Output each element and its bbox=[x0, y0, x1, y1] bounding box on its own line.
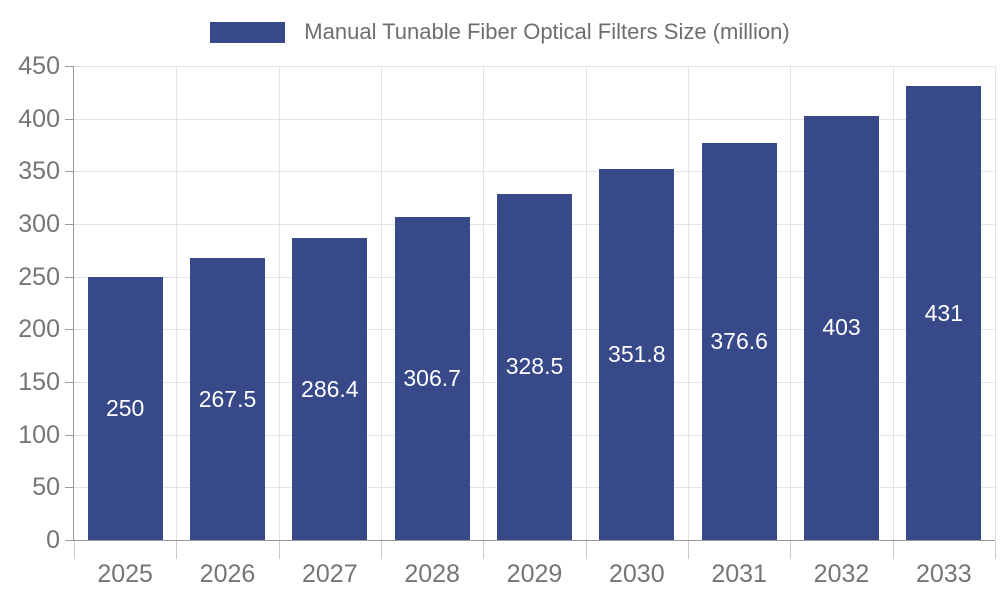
bar-2031: 376.6 bbox=[701, 143, 777, 540]
y-axis-tick bbox=[65, 540, 73, 541]
x-axis-label-2033: 2033 bbox=[916, 560, 972, 588]
v-gridline bbox=[995, 66, 996, 540]
legend-swatch bbox=[210, 21, 286, 43]
y-axis-tick bbox=[65, 382, 73, 383]
y-axis-tick bbox=[65, 224, 73, 225]
bar-2025: 250 bbox=[87, 276, 163, 540]
y-axis-tick-label: 350 bbox=[18, 157, 60, 186]
bar-value-label: 286.4 bbox=[301, 375, 359, 402]
bar-2026: 267.5 bbox=[190, 258, 265, 540]
bar-value-label: 250 bbox=[105, 394, 145, 421]
x-axis-tick bbox=[176, 541, 178, 559]
y-axis-tick-label: 50 bbox=[32, 473, 60, 502]
x-axis-label-2030: 2030 bbox=[609, 560, 665, 588]
bar-value-label: 306.7 bbox=[403, 364, 461, 391]
v-gridline bbox=[278, 66, 280, 540]
y-axis-tick-label: 150 bbox=[18, 368, 60, 396]
legend[interactable]: Manual Tunable Fiber Optical Filters Siz… bbox=[0, 20, 1000, 44]
h-gridline bbox=[74, 171, 995, 173]
bar-value-label: 431 bbox=[924, 299, 964, 326]
y-axis-tick bbox=[65, 171, 73, 173]
v-gridline bbox=[790, 66, 792, 540]
bar-2029: 328.5 bbox=[497, 193, 572, 540]
bar-2030: 351.8 bbox=[599, 169, 675, 540]
x-axis-label-2031: 2031 bbox=[711, 560, 767, 588]
bar-value-label: 403 bbox=[822, 314, 861, 341]
v-gridline bbox=[585, 66, 587, 540]
x-axis-tick bbox=[381, 541, 382, 559]
x-axis-tick bbox=[483, 541, 485, 559]
bar-2028: 306.7 bbox=[394, 216, 470, 540]
y-axis-tick-label: 300 bbox=[18, 210, 60, 238]
bar-value-label: 267.5 bbox=[198, 385, 257, 412]
y-axis-tick-label: 400 bbox=[18, 104, 60, 133]
legend-label: Manual Tunable Fiber Optical Filters Siz… bbox=[304, 19, 790, 44]
v-gridline bbox=[688, 66, 689, 540]
v-gridline bbox=[483, 66, 485, 540]
y-axis-tick bbox=[65, 487, 73, 489]
y-axis-tick bbox=[65, 329, 73, 331]
x-axis-tick bbox=[688, 541, 689, 559]
h-gridline bbox=[74, 66, 995, 67]
x-axis-tick bbox=[995, 541, 996, 559]
h-gridline bbox=[74, 118, 995, 120]
y-axis-tick-label: 450 bbox=[18, 52, 60, 80]
bar-2027: 286.4 bbox=[292, 238, 368, 540]
x-axis-label-2028: 2028 bbox=[404, 560, 460, 588]
bar-value-label: 328.5 bbox=[505, 353, 564, 380]
x-axis-label-2032: 2032 bbox=[813, 560, 870, 588]
x-axis-tick bbox=[585, 541, 587, 559]
plot-area: 250 267.5 286.4 306.7 328.5 351.8 376.6 403 431 bbox=[74, 66, 996, 540]
bar-value-label: 376.6 bbox=[710, 328, 768, 355]
y-axis-line bbox=[73, 66, 74, 541]
v-gridline bbox=[381, 66, 382, 540]
x-axis-tick bbox=[892, 541, 894, 559]
y-axis-tick bbox=[65, 434, 73, 436]
y-axis-tick bbox=[65, 66, 73, 67]
y-axis-tick-label: 200 bbox=[18, 315, 60, 344]
v-gridline bbox=[892, 66, 894, 540]
x-axis-tick bbox=[278, 541, 280, 559]
y-axis-tick-label: 250 bbox=[18, 262, 60, 291]
y-axis-tick-label: 100 bbox=[18, 420, 60, 449]
y-axis-tick bbox=[65, 118, 73, 120]
x-axis-label-2025: 2025 bbox=[97, 560, 153, 588]
v-gridline bbox=[176, 66, 178, 540]
bar-value-label: 351.8 bbox=[608, 341, 666, 368]
y-axis-tick-label: 0 bbox=[46, 526, 60, 554]
y-axis-tick bbox=[65, 276, 73, 278]
x-axis-tick bbox=[790, 541, 792, 559]
x-axis-line bbox=[74, 540, 995, 541]
x-axis-label-2027: 2027 bbox=[302, 560, 358, 588]
x-axis-label-2026: 2026 bbox=[199, 560, 256, 588]
bar-2033: 431 bbox=[906, 86, 982, 540]
x-axis-label-2029: 2029 bbox=[506, 560, 563, 588]
bar-2032: 403 bbox=[804, 115, 879, 540]
x-axis-tick bbox=[74, 541, 75, 559]
